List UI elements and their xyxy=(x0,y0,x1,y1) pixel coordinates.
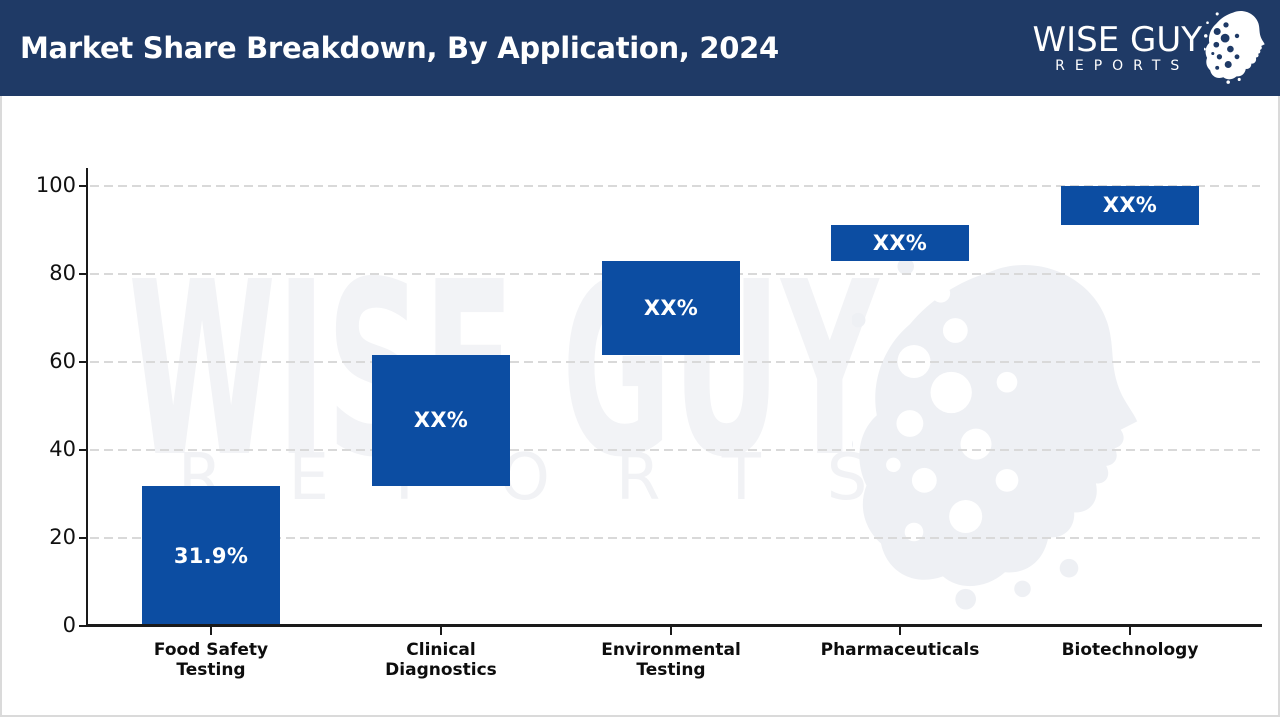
y-axis-line xyxy=(86,168,88,626)
y-tick-mark-100 xyxy=(79,185,87,187)
y-tick-label-100: 100 xyxy=(35,173,76,197)
bar-value-label: 31.9% xyxy=(173,543,249,568)
y-tick-label-0: 0 xyxy=(62,613,76,637)
x-tick-mark-1 xyxy=(210,627,212,635)
x-tick-label-2: Clinical Diagnostics xyxy=(385,640,497,680)
x-tick-label-4: Pharmaceuticals xyxy=(820,640,980,660)
gridline-y-100 xyxy=(90,185,1260,187)
bar-food-safety: 31.9% xyxy=(142,485,280,626)
chart-title: Market Share Breakdown, By Application, … xyxy=(20,31,779,65)
bar-value-label: XX% xyxy=(1102,193,1158,218)
x-tick-mark-3 xyxy=(670,627,672,635)
bar-environmental: XX% xyxy=(602,260,740,355)
x-tick-mark-2 xyxy=(440,627,442,635)
bar-value-label: XX% xyxy=(872,230,928,255)
x-tick-label-1: Food Safety Testing xyxy=(153,640,269,680)
watermark-subtitle: REPORTS xyxy=(178,441,934,515)
wiseguy-face-icon xyxy=(1204,10,1265,84)
y-tick-label-40: 40 xyxy=(49,437,76,461)
gridline-y-20 xyxy=(90,537,1260,539)
bar-clinical: XX% xyxy=(372,354,510,486)
wiseguy-logo-text: WISE GUY REPORTS xyxy=(1032,20,1202,74)
y-tick-label-60: 60 xyxy=(49,349,76,373)
x-tick-label-5: Biotechnology xyxy=(1061,640,1199,660)
gridline-y-40 xyxy=(90,449,1260,451)
bar-value-label: XX% xyxy=(643,295,699,320)
watermark-face-icon xyxy=(852,258,1138,610)
y-tick-mark-40 xyxy=(79,449,87,451)
wiseguy-logo: WISE GUY REPORTS xyxy=(1032,9,1270,87)
y-tick-mark-80 xyxy=(79,273,87,275)
chart-panel-border xyxy=(0,96,1280,717)
x-axis-line xyxy=(86,624,1262,627)
y-tick-mark-60 xyxy=(79,361,87,363)
x-tick-mark-5 xyxy=(1129,627,1131,635)
logo-wordmark: WISE GUY xyxy=(1032,20,1202,61)
y-tick-label-20: 20 xyxy=(49,525,76,549)
y-tick-mark-0 xyxy=(79,625,87,627)
header-bar: Market Share Breakdown, By Application, … xyxy=(0,0,1280,96)
y-tick-mark-20 xyxy=(79,537,87,539)
logo-subtitle: REPORTS xyxy=(1055,57,1190,74)
bar-biotechnology: XX% xyxy=(1061,186,1199,225)
gridline-y-60 xyxy=(90,361,1260,363)
x-tick-mark-4 xyxy=(899,627,901,635)
x-tick-label-3: Environmental Testing xyxy=(601,640,741,680)
bar-value-label: XX% xyxy=(413,408,469,433)
bar-pharmaceuticals: XX% xyxy=(831,224,969,261)
y-tick-label-80: 80 xyxy=(49,261,76,285)
